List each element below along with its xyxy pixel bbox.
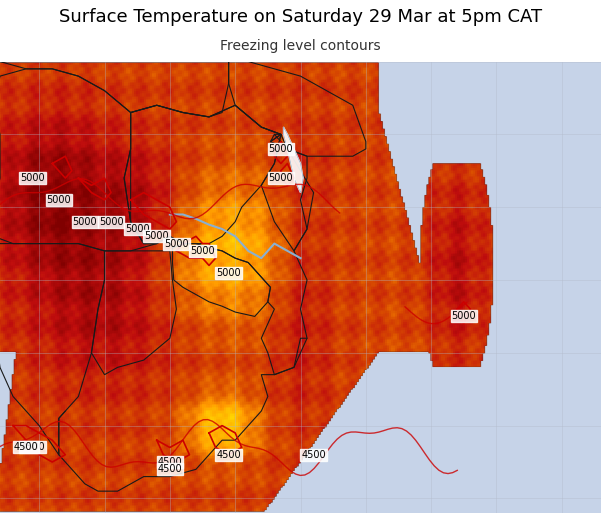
Text: 5000: 5000 — [99, 217, 123, 227]
Text: 5000: 5000 — [20, 173, 45, 183]
Text: 4500: 4500 — [157, 464, 182, 475]
Text: 5000: 5000 — [269, 144, 293, 154]
Text: Freezing level contours: Freezing level contours — [220, 39, 381, 53]
Text: Surface Temperature on Saturday 29 Mar at 5pm CAT: Surface Temperature on Saturday 29 Mar a… — [59, 8, 542, 26]
Polygon shape — [284, 127, 303, 192]
Text: 4500: 4500 — [216, 450, 241, 460]
Text: 5000: 5000 — [269, 173, 293, 183]
Text: 4500: 4500 — [301, 450, 326, 460]
Text: 5000: 5000 — [144, 231, 169, 241]
Text: 5000: 5000 — [216, 268, 241, 278]
Text: 5000: 5000 — [125, 224, 150, 234]
Text: 5000: 5000 — [164, 239, 189, 249]
Text: 4500: 4500 — [14, 443, 38, 452]
Text: 4500: 4500 — [157, 457, 182, 467]
Text: 5000: 5000 — [190, 246, 215, 256]
Text: 5000: 5000 — [451, 311, 476, 322]
Text: 5000: 5000 — [46, 195, 71, 205]
Text: 5000: 5000 — [73, 217, 97, 227]
Text: 4500: 4500 — [20, 443, 45, 452]
